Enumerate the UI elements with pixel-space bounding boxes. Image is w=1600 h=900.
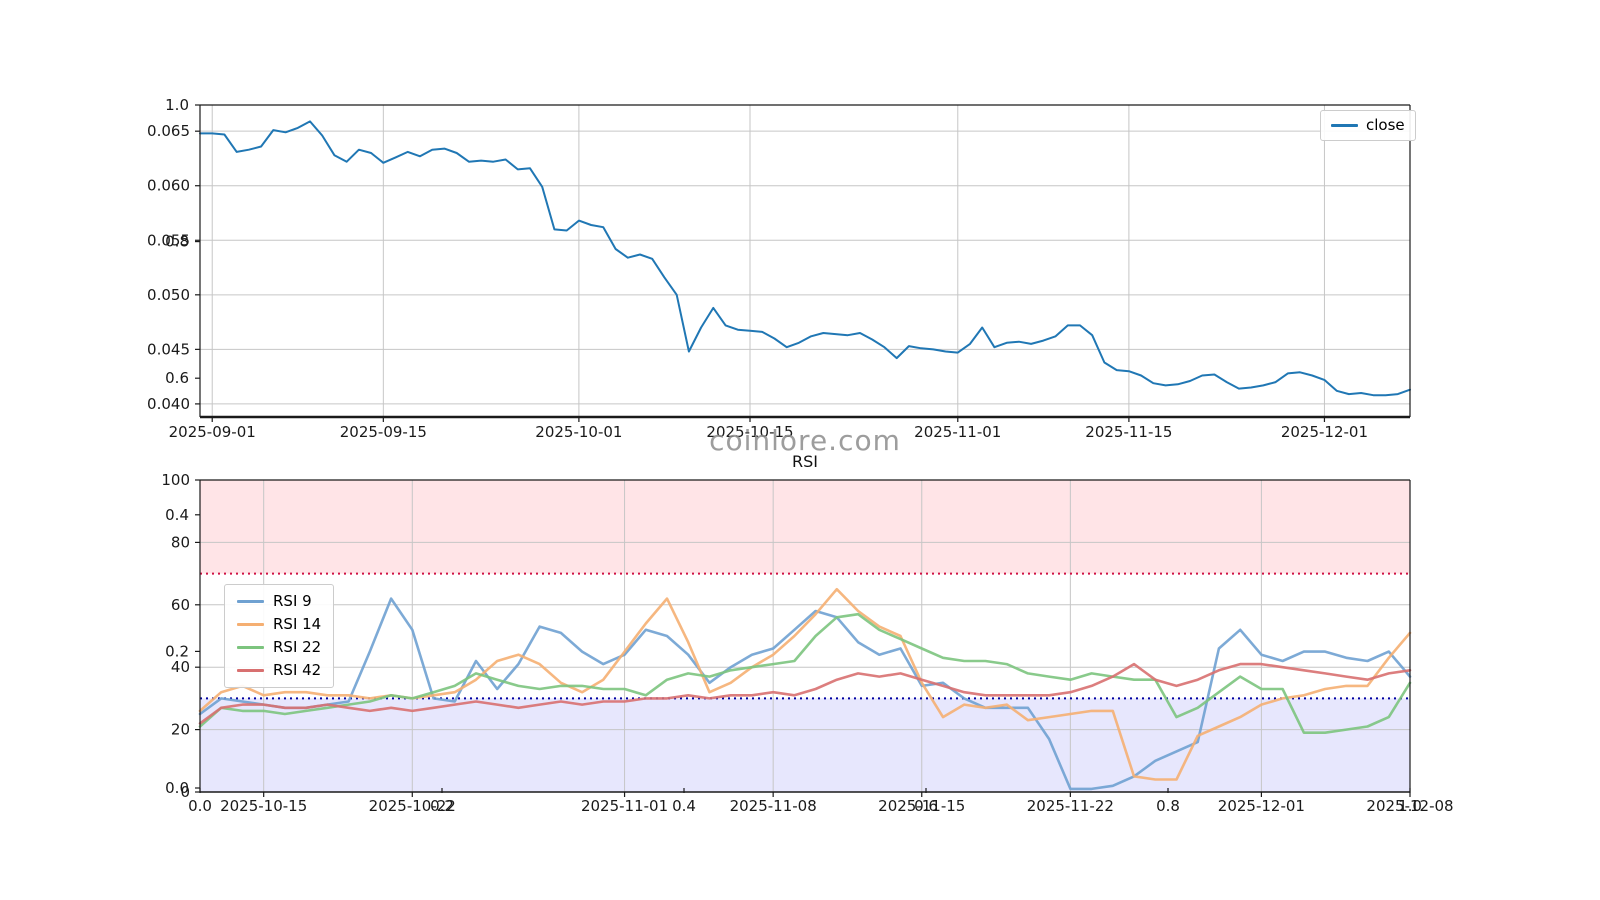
rsi-legend-item-rsi22: RSI 22 bbox=[237, 640, 321, 655]
svg-text:2025-09-01: 2025-09-01 bbox=[169, 423, 256, 441]
rsi42-legend-label: RSI 42 bbox=[273, 661, 322, 679]
rsi22-line-swatch bbox=[237, 646, 264, 649]
svg-text:0.2: 0.2 bbox=[165, 642, 189, 660]
close-legend: close bbox=[1320, 110, 1416, 141]
svg-text:0.040: 0.040 bbox=[147, 395, 190, 413]
svg-text:2025-11-01: 2025-11-01 bbox=[914, 423, 1001, 441]
svg-text:0.055: 0.055 bbox=[147, 231, 190, 249]
svg-text:2025-10-15: 2025-10-15 bbox=[220, 797, 307, 815]
svg-text:2025-10-15: 2025-10-15 bbox=[706, 423, 793, 441]
svg-text:0.0: 0.0 bbox=[165, 779, 189, 797]
svg-text:0.6: 0.6 bbox=[165, 369, 189, 387]
svg-text:0.8: 0.8 bbox=[1156, 797, 1180, 815]
svg-text:0.050: 0.050 bbox=[147, 286, 190, 304]
svg-text:2025-12-01: 2025-12-01 bbox=[1281, 423, 1368, 441]
svg-text:2025-10-01: 2025-10-01 bbox=[535, 423, 622, 441]
svg-text:0.045: 0.045 bbox=[147, 340, 190, 358]
svg-text:2025-11-15: 2025-11-15 bbox=[1085, 423, 1172, 441]
svg-text:0.065: 0.065 bbox=[147, 122, 190, 140]
svg-text:2025-11-08: 2025-11-08 bbox=[730, 797, 817, 815]
svg-text:2025-12-01: 2025-12-01 bbox=[1218, 797, 1305, 815]
rsi14-line-swatch bbox=[237, 623, 264, 626]
rsi42-line-swatch bbox=[237, 669, 264, 672]
svg-text:0.060: 0.060 bbox=[147, 177, 190, 195]
close-legend-label: close bbox=[1366, 116, 1405, 134]
rsi-legend-item-rsi14: RSI 14 bbox=[237, 617, 321, 632]
svg-text:2025-10-22: 2025-10-22 bbox=[369, 797, 456, 815]
svg-text:0.4: 0.4 bbox=[672, 797, 696, 815]
svg-text:0.8: 0.8 bbox=[165, 233, 189, 251]
watermark: coinlore.com bbox=[709, 424, 901, 457]
rsi-legend: RSI 9 RSI 14 RSI 22 RSI 42 bbox=[224, 584, 335, 688]
svg-text:2025-11-15: 2025-11-15 bbox=[878, 797, 965, 815]
svg-text:100: 100 bbox=[161, 471, 190, 489]
rsi14-legend-label: RSI 14 bbox=[273, 615, 322, 633]
svg-text:0.4: 0.4 bbox=[165, 506, 189, 524]
svg-text:2025-11-01: 2025-11-01 bbox=[581, 797, 668, 815]
svg-text:60: 60 bbox=[171, 596, 190, 614]
rsi-legend-item-rsi42: RSI 42 bbox=[237, 663, 321, 678]
svg-text:20: 20 bbox=[171, 721, 190, 739]
rsi-legend-item-rsi9: RSI 9 bbox=[237, 594, 321, 609]
rsi-chart-title: RSI bbox=[792, 452, 818, 471]
svg-text:1.0: 1.0 bbox=[1398, 797, 1422, 815]
svg-text:2025-12-08: 2025-12-08 bbox=[1366, 797, 1453, 815]
svg-text:0.2: 0.2 bbox=[430, 797, 454, 815]
svg-text:2025-11-22: 2025-11-22 bbox=[1027, 797, 1114, 815]
rsi9-line-swatch bbox=[237, 600, 264, 603]
svg-text:2025-09-15: 2025-09-15 bbox=[340, 423, 427, 441]
svg-text:40: 40 bbox=[171, 658, 190, 676]
rsi22-legend-label: RSI 22 bbox=[273, 638, 322, 656]
svg-text:0: 0 bbox=[180, 783, 190, 801]
svg-text:0.6: 0.6 bbox=[914, 797, 938, 815]
svg-text:0.0: 0.0 bbox=[188, 797, 212, 815]
close-line-swatch bbox=[1331, 124, 1358, 127]
rsi9-legend-label: RSI 9 bbox=[273, 592, 312, 610]
svg-text:1.0: 1.0 bbox=[165, 96, 189, 114]
svg-text:80: 80 bbox=[171, 533, 190, 551]
